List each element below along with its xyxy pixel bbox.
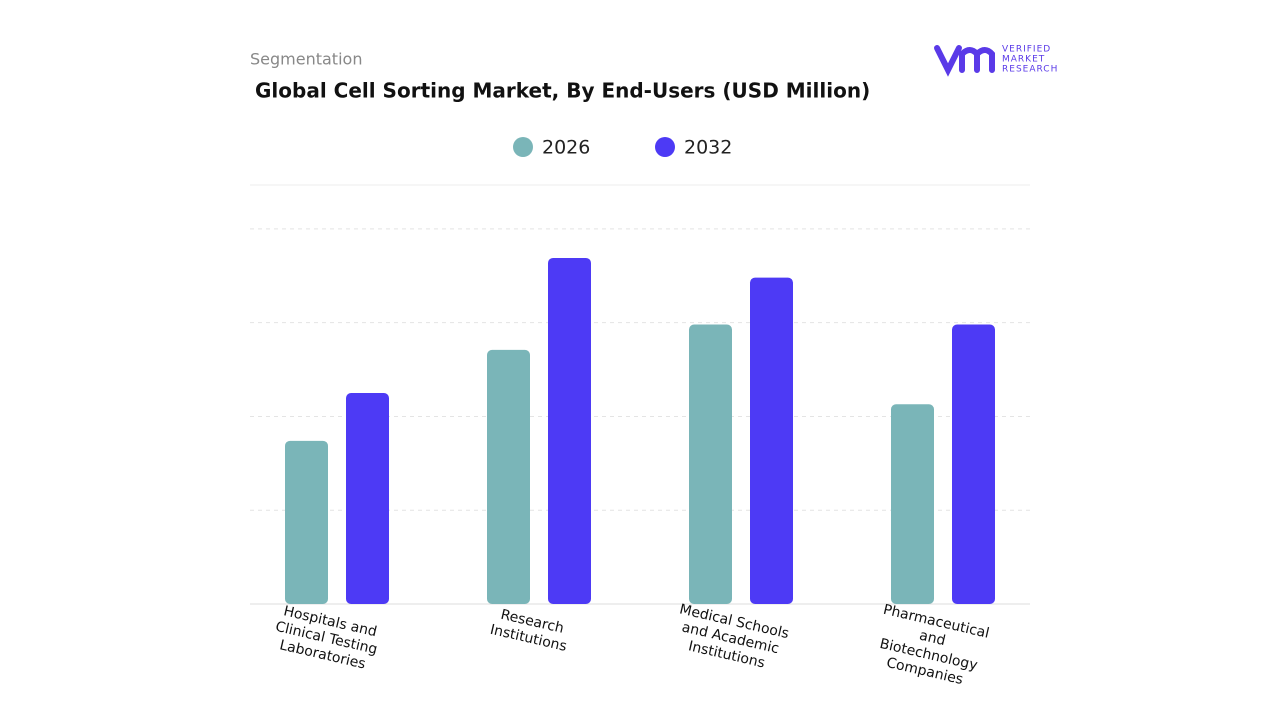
legend-label: 2026: [542, 137, 590, 159]
bar: [689, 324, 732, 604]
bar: [548, 257, 591, 604]
logo-text: RESEARCH: [1002, 65, 1058, 75]
bar: [285, 440, 328, 604]
bar: [952, 324, 995, 604]
legend-swatch: [655, 137, 675, 157]
bar: [750, 277, 793, 604]
chart-title: Global Cell Sorting Market, By End-Users…: [255, 79, 870, 103]
section-label: Segmentation: [250, 50, 362, 69]
bar: [891, 404, 934, 604]
logo-mark: [934, 45, 995, 77]
legend-swatch: [513, 137, 533, 157]
logo: VERIFIED MARKET RESEARCH: [934, 45, 1058, 77]
bar: [346, 393, 389, 604]
bar: [487, 349, 530, 604]
logo-text: MARKET: [1002, 55, 1045, 65]
legend-label: 2032: [684, 137, 732, 159]
logo-text: VERIFIED: [1002, 45, 1051, 55]
